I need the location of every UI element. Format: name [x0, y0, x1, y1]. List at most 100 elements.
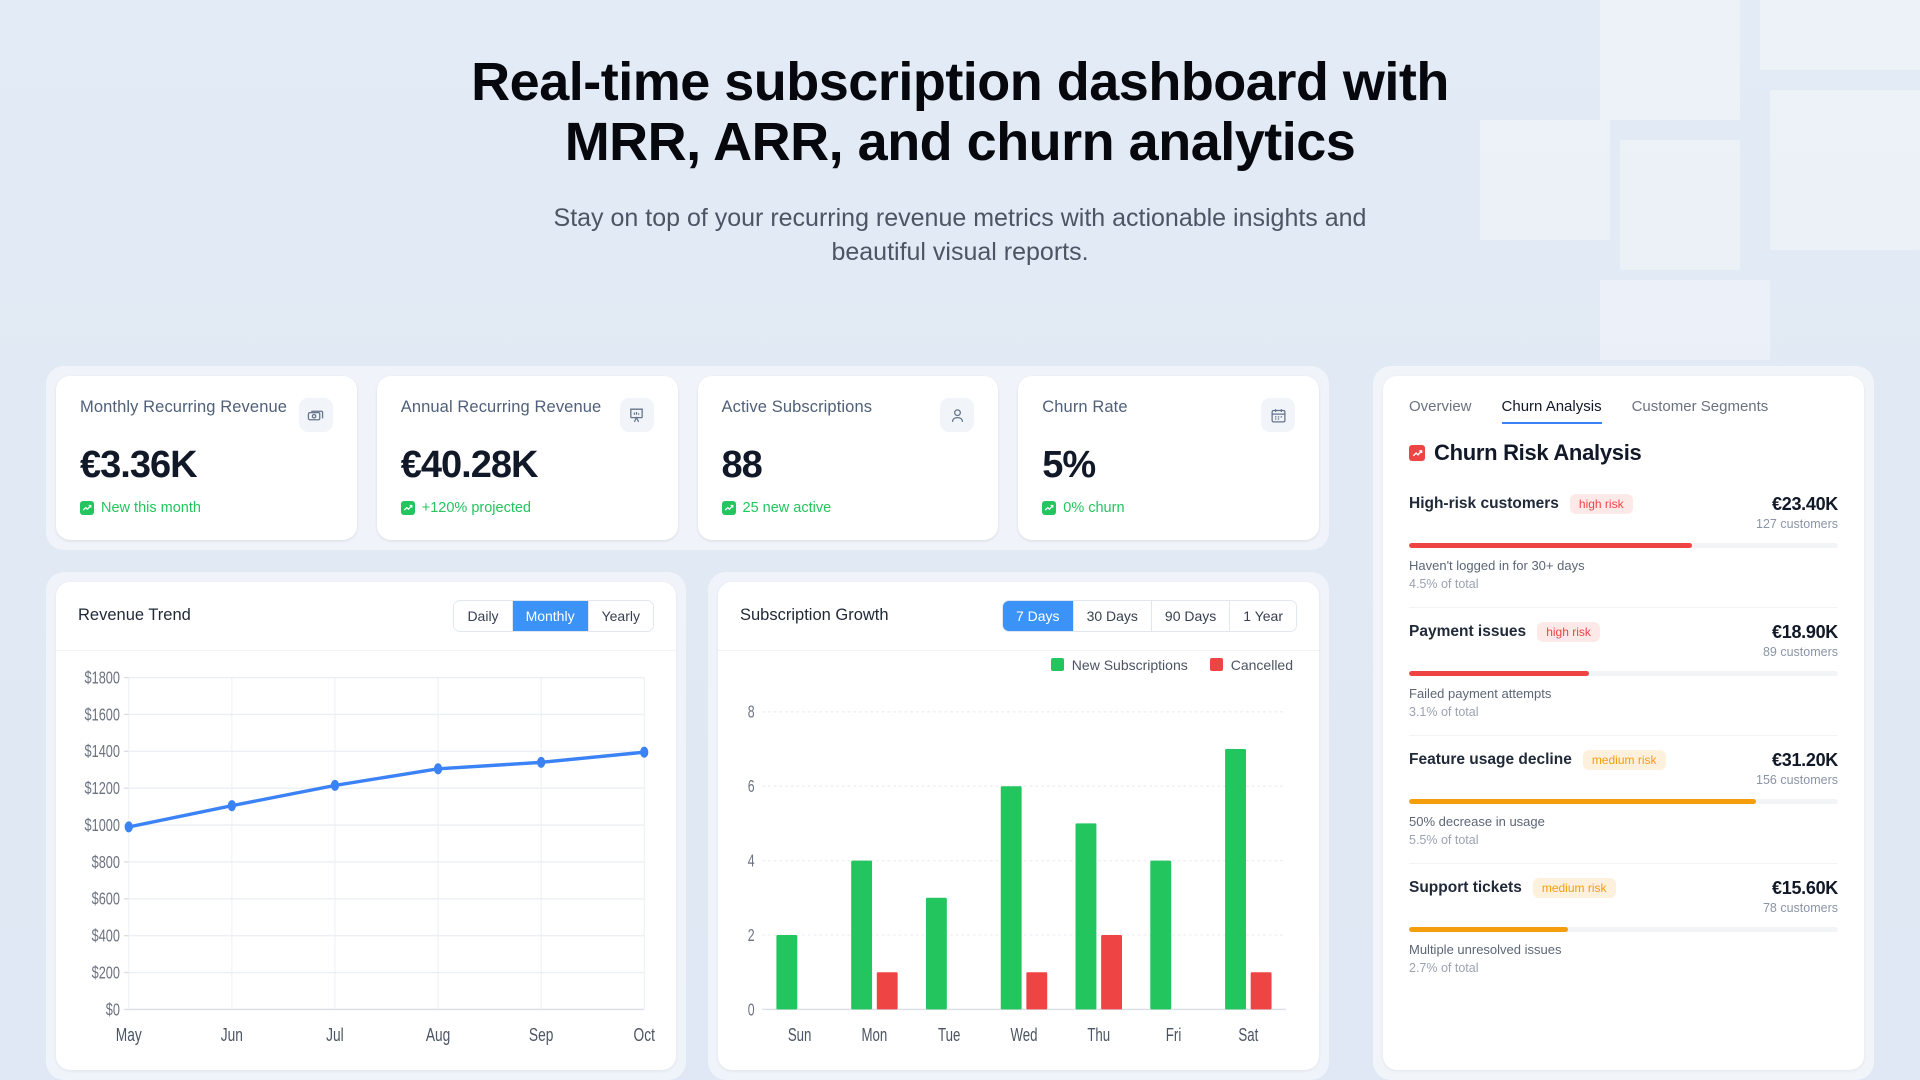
churn-panel-heading: Churn Risk Analysis [1409, 440, 1838, 466]
svg-text:Jul: Jul [326, 1025, 344, 1045]
churn-risk-name: Feature usage decline [1409, 751, 1572, 768]
churn-risk-row-right: €18.90K 89 customers [1763, 622, 1838, 659]
svg-text:$1200: $1200 [85, 779, 120, 798]
kpi-card-active-subscriptions[interactable]: Active Subscriptions 88 25 new active [697, 376, 999, 540]
revenue-trend-chart: $0 $200 $400 $600 $800 $1000 $1200 $1400 $1600 $1… [85, 669, 656, 1046]
kpi-card-arr[interactable]: Annual Recurring Revenue €40.28K +120% p… [376, 376, 678, 540]
legend-label: Cancelled [1230, 656, 1293, 673]
trend-up-icon [1042, 500, 1057, 515]
range-30-days[interactable]: 30 Days [1073, 600, 1152, 631]
svg-text:$1000: $1000 [85, 816, 120, 835]
range-daily[interactable]: Daily [454, 600, 513, 631]
kpi-delta-label: +120% projected [421, 499, 531, 516]
svg-text:0: 0 [748, 1001, 755, 1019]
trend-chart-icon [1409, 445, 1425, 461]
revenue-trend-card: Revenue Trend Daily Monthly Yearly $0 $20… [56, 581, 676, 1070]
svg-text:Sun: Sun [788, 1025, 812, 1046]
churn-panel-tabs[interactable]: Overview Churn Analysis Customer Segment… [1409, 398, 1838, 424]
svg-text:$400: $400 [92, 927, 120, 946]
kpi-value: 88 [721, 444, 763, 486]
range-1-year[interactable]: 1 Year [1230, 600, 1296, 631]
svg-text:May: May [116, 1025, 143, 1045]
kpi-delta-label: 25 new active [742, 499, 832, 516]
range-90-days[interactable]: 90 Days [1151, 600, 1231, 631]
churn-risk-row-left: Support tickets medium risk [1409, 878, 1616, 898]
kpi-value: €3.36K [80, 444, 198, 486]
subscription-growth-title: Subscription Growth [740, 606, 889, 625]
svg-text:Oct: Oct [634, 1025, 656, 1045]
subscription-growth-shell: Subscription Growth 7 Days 30 Days 90 Da… [708, 571, 1329, 1080]
churn-risk-customers: 78 customers [1762, 901, 1838, 915]
dashboard-left-column: Monthly Recurring Revenue €3.36K New thi… [46, 366, 1329, 1080]
svg-text:Jun: Jun [221, 1025, 243, 1045]
range-monthly[interactable]: Monthly [512, 600, 589, 631]
subscription-growth-header: Subscription Growth 7 Days 30 Days 90 Da… [718, 582, 1319, 651]
churn-risk-progress-track [1409, 543, 1838, 548]
risk-level-badge: high risk [1569, 494, 1633, 514]
chart-row: Revenue Trend Daily Monthly Yearly $0 $20… [46, 571, 1329, 1080]
churn-risk-row-header: Support tickets medium risk €15.60K 78 cust… [1409, 878, 1838, 915]
page-subtitle: Stay on top of your recurring revenue me… [553, 203, 1367, 266]
risk-level-badge: medium risk [1582, 750, 1666, 770]
kpi-delta-label: New this month [101, 499, 201, 516]
svg-text:$200: $200 [92, 964, 120, 983]
subscription-growth-card: Subscription Growth 7 Days 30 Days 90 Da… [718, 581, 1319, 1070]
churn-risk-progress-fill [1409, 927, 1568, 932]
revenue-trend-header: Revenue Trend Daily Monthly Yearly [56, 582, 676, 651]
range-7-days[interactable]: 7 Days [1002, 600, 1074, 631]
svg-text:$1600: $1600 [85, 705, 120, 724]
svg-text:Aug: Aug [426, 1025, 450, 1045]
kpi-delta: 25 new active [721, 499, 975, 516]
trend-up-icon [80, 500, 94, 515]
kpi-value: 5% [1042, 444, 1096, 486]
legend-label: New Subscriptions [1071, 656, 1188, 673]
kpi-delta: +120% projected [400, 499, 654, 516]
churn-risk-progress-fill [1409, 543, 1693, 548]
tab-overview[interactable]: Overview [1409, 398, 1472, 415]
revenue-range-toggle[interactable]: Daily Monthly Yearly [453, 599, 654, 632]
churn-risk-amount: €31.20K [1772, 750, 1838, 770]
churn-risk-row-left: Payment issues high risk [1409, 622, 1600, 642]
kpi-card-mrr[interactable]: Monthly Recurring Revenue €3.36K New thi… [56, 376, 357, 540]
svg-text:Fri: Fri [1166, 1025, 1181, 1046]
churn-risk-row-left: Feature usage decline medium risk [1409, 750, 1666, 770]
subscription-growth-chart: 0 2 4 6 8 Sun Mon Tue Wed Thu Fri Sat [748, 704, 1286, 1046]
growth-range-toggle[interactable]: 7 Days 30 Days 90 Days 1 Year [1001, 599, 1297, 632]
svg-text:$0: $0 [106, 1000, 120, 1019]
svg-text:Wed: Wed [1010, 1025, 1037, 1046]
kpi-header: Monthly Recurring Revenue [80, 398, 333, 432]
svg-text:Sat: Sat [1238, 1025, 1258, 1046]
churn-risk-customers: 89 customers [1762, 645, 1838, 659]
churn-risk-row-right: €15.60K 78 customers [1763, 878, 1838, 915]
svg-text:Mon: Mon [862, 1025, 888, 1046]
legend-swatch-cancelled [1209, 658, 1223, 672]
kpi-value: €40.28K [400, 444, 539, 486]
churn-risk-progress-track [1409, 799, 1838, 804]
hero-section: Real-time subscription dashboard with MR… [0, 0, 1920, 269]
tab-customer-segments[interactable]: Customer Segments [1631, 398, 1769, 415]
tab-churn-analysis[interactable]: Churn Analysis [1501, 398, 1602, 424]
kpi-header: Active Subscriptions [722, 398, 975, 432]
churn-risk-row[interactable]: Feature usage decline medium risk €31.20K 1… [1409, 736, 1838, 864]
svg-text:4: 4 [748, 853, 755, 871]
page-title-line-2: MRR, ARR, and churn analytics [564, 112, 1356, 173]
churn-risk-row-right: €23.40K 127 customers [1756, 494, 1838, 531]
kpi-card-churn-rate[interactable]: Churn Rate 5% 0% churn [1018, 376, 1319, 540]
user-icon [940, 398, 975, 432]
kpi-title: Annual Recurring Revenue [400, 398, 602, 416]
range-yearly[interactable]: Yearly [588, 600, 653, 631]
churn-analysis-card: Overview Churn Analysis Customer Segment… [1383, 376, 1864, 1070]
kpi-title: Churn Rate [1042, 398, 1128, 416]
churn-risk-name: Support tickets [1409, 879, 1522, 896]
presentation-chart-icon [619, 398, 654, 432]
churn-risk-amount: €18.90K [1772, 622, 1838, 642]
risk-level-badge: medium risk [1532, 878, 1616, 898]
churn-risk-row[interactable]: Support tickets medium risk €15.60K 78 cust… [1409, 864, 1838, 991]
kpi-delta-label: 0% churn [1063, 499, 1125, 516]
churn-risk-percent: 4.5% of total [1409, 577, 1479, 591]
churn-risk-row[interactable]: High-risk customers high risk €23.40K 127 c… [1409, 480, 1838, 608]
revenue-trend-plot-area: $0 $200 $400 $600 $800 $1000 $1200 $1400 $1600 $1… [56, 651, 676, 1070]
churn-risk-row-header: Feature usage decline medium risk €31.20K 1… [1409, 750, 1838, 787]
churn-risk-row[interactable]: Payment issues high risk €18.90K 89 custome… [1409, 608, 1838, 736]
chart-legend: New Subscriptions Cancelled [1050, 656, 1293, 673]
